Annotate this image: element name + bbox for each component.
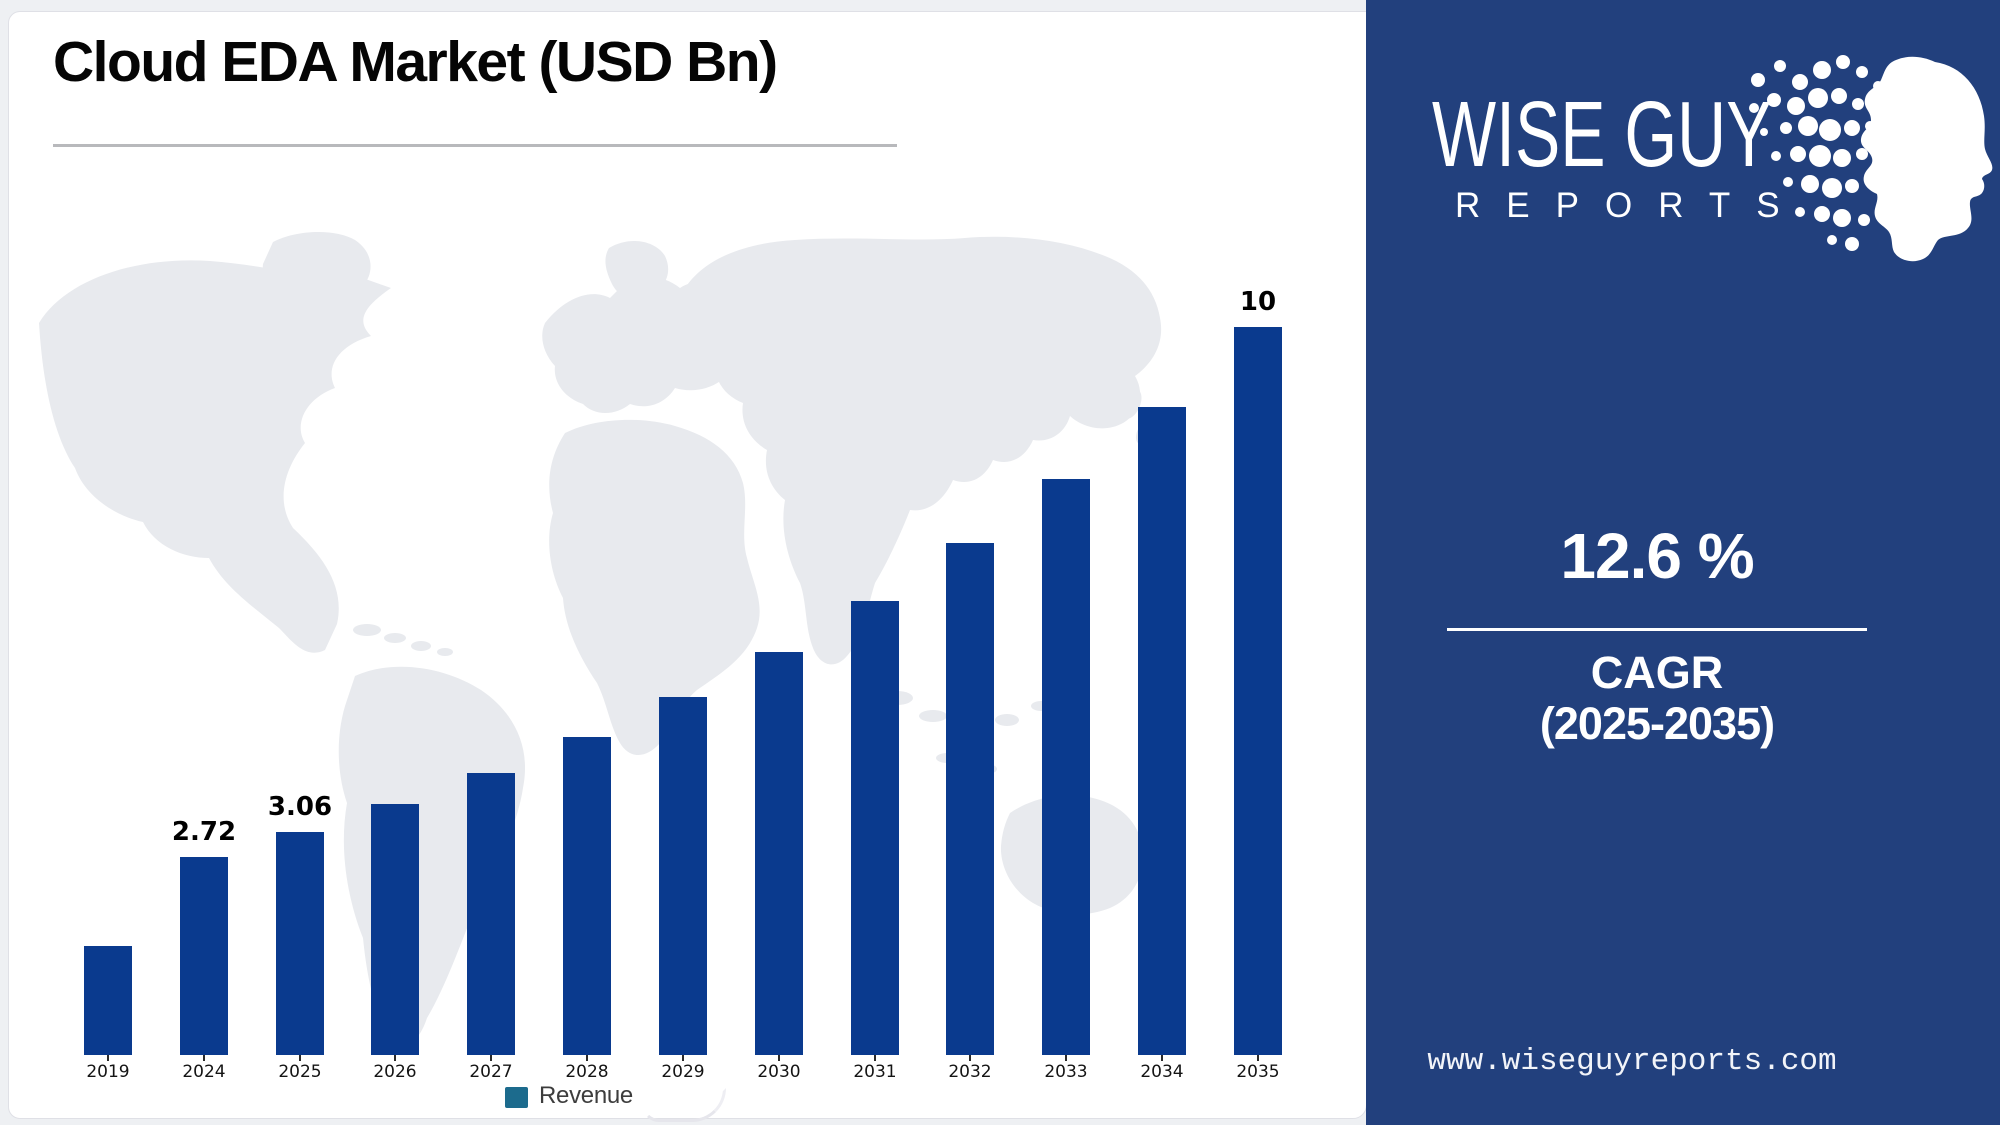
bar-2032 xyxy=(946,543,994,1055)
cagr-value: 12.6 % xyxy=(1560,520,1754,592)
x-label-2030: 2030 xyxy=(757,1062,801,1082)
x-tick-2029 xyxy=(682,1055,684,1061)
x-tick-2025 xyxy=(299,1055,301,1061)
x-label-2035: 2035 xyxy=(1236,1062,1280,1082)
x-tick-2028 xyxy=(586,1055,588,1061)
bar-2029 xyxy=(659,697,707,1055)
bar-2035 xyxy=(1234,327,1282,1055)
bar-2033 xyxy=(1042,479,1090,1055)
x-tick-2024 xyxy=(203,1055,205,1061)
x-label-2024: 2024 xyxy=(182,1062,226,1082)
x-label-2025: 2025 xyxy=(278,1062,322,1082)
x-label-2032: 2032 xyxy=(948,1062,992,1082)
world-map-background xyxy=(39,231,1176,1046)
x-tick-2027 xyxy=(490,1055,492,1061)
website-link[interactable]: www.wiseguyreports.com xyxy=(1427,1044,1837,1079)
bar-2028 xyxy=(563,737,611,1055)
bar-value-2035: 10 xyxy=(1239,287,1277,317)
legend-swatch-icon xyxy=(505,1087,528,1108)
x-label-2029: 2029 xyxy=(661,1062,705,1082)
bar-chart: 2019 2.72 2024 3.06 2025 2026 2027 2028 2029 2030… xyxy=(84,287,1282,1082)
legend-item-revenue[interactable]: Revenue xyxy=(505,1082,633,1110)
bar-2027 xyxy=(467,773,515,1055)
bar-2025 xyxy=(276,832,324,1055)
x-tick-2030 xyxy=(778,1055,780,1061)
x-label-2026: 2026 xyxy=(373,1062,417,1082)
x-label-2034: 2034 xyxy=(1140,1062,1184,1082)
bar-2024 xyxy=(180,857,228,1055)
x-tick-2035 xyxy=(1257,1055,1259,1061)
legend-label: Revenue xyxy=(539,1082,633,1109)
x-tick-2031 xyxy=(874,1055,876,1061)
x-label-2019: 2019 xyxy=(86,1062,130,1082)
x-label-2027: 2027 xyxy=(469,1062,513,1082)
bar-2031 xyxy=(851,601,899,1055)
x-label-2033: 2033 xyxy=(1044,1062,1088,1082)
x-tick-2032 xyxy=(969,1055,971,1061)
x-tick-2019 xyxy=(107,1055,109,1061)
x-tick-2033 xyxy=(1065,1055,1067,1061)
title-underline xyxy=(53,144,897,147)
brand-head-dots-icon xyxy=(1749,55,1993,262)
bar-value-2025: 3.06 xyxy=(267,792,333,822)
cagr-period: (2025-2035) xyxy=(1539,698,1775,750)
bar-2034 xyxy=(1138,407,1186,1055)
chart-title: Cloud EDA Market (USD Bn) xyxy=(53,30,778,94)
brand-wordmark: WISE GUY xyxy=(1432,82,1772,186)
cagr-block: 12.6 % CAGR (2025-2035) xyxy=(1447,520,1867,750)
x-label-2028: 2028 xyxy=(565,1062,609,1082)
bar-2030 xyxy=(755,652,803,1055)
bar-2019 xyxy=(84,946,132,1055)
x-label-2031: 2031 xyxy=(853,1062,897,1082)
x-tick-2034 xyxy=(1161,1055,1163,1061)
x-tick-2026 xyxy=(394,1055,396,1061)
brand-wordmark-sub: REPORTS xyxy=(1455,186,1806,225)
bar-2026 xyxy=(371,804,419,1055)
bar-value-2024: 2.72 xyxy=(171,817,237,847)
cagr-label: CAGR xyxy=(1590,646,1724,698)
cagr-divider xyxy=(1447,627,1867,631)
